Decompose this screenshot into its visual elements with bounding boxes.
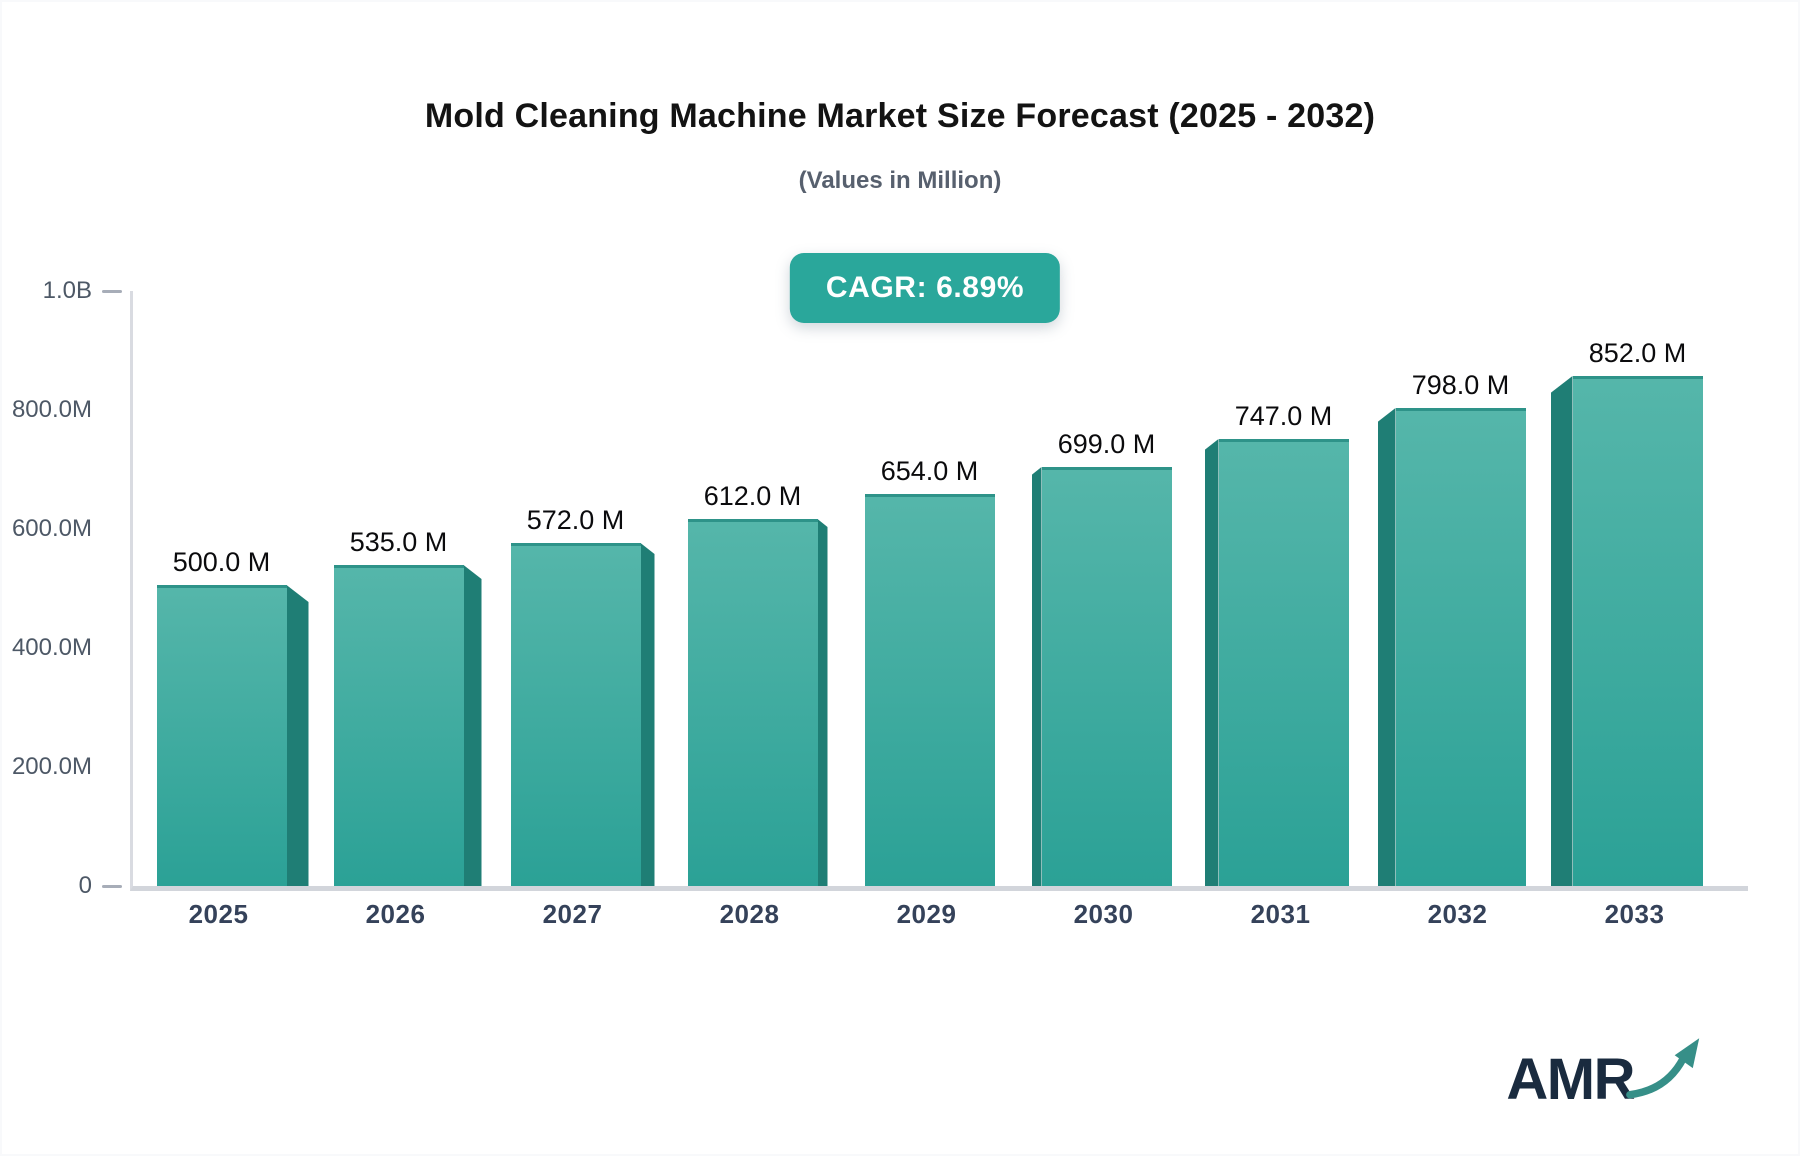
bar-value-label: 852.0 M: [1588, 338, 1687, 368]
x-axis-label: 2028: [719, 899, 780, 929]
bar-slot: 612.0 M: [664, 291, 841, 886]
bar-slot: 500.0 M: [133, 291, 310, 886]
y-axis-label: 200.0M: [11, 753, 92, 780]
y-axis-label: 800.0M: [11, 396, 92, 423]
bar-2031: 747.0 M: [1204, 401, 1349, 886]
amr-logo-text: AMR: [1506, 1046, 1635, 1112]
x-axis-label: 2025: [188, 899, 249, 929]
bar-2033: 852.0 M: [1550, 338, 1703, 886]
bar-slot: 572.0 M: [487, 291, 664, 886]
bar-2027: 572.0 M: [510, 505, 655, 886]
cagr-badge: CAGR: 6.89%: [789, 253, 1061, 323]
chart-subtitle: (Values in Million): [798, 167, 1002, 194]
y-axis-tick: 400.0M: [0, 633, 122, 663]
bar-value-label: 747.0 M: [1234, 401, 1333, 431]
y-axis-label: 1.0B: [42, 277, 92, 304]
bar-value-label: 699.0 M: [1057, 429, 1156, 459]
x-axis-label: 2029: [896, 899, 957, 929]
bar-side-face: [463, 565, 482, 886]
plot-area: 500.0 M 535.0 M 572.0 M 612.0 M 654.0 M 699.0…: [130, 291, 1748, 891]
tick-mark-icon: [102, 884, 122, 888]
y-axis: 1.0B 800.0M 600.0M 400.0M 200.0M 0: [0, 277, 122, 899]
y-axis-tick: 1.0B: [0, 276, 122, 306]
bar-slot: 654.0 M: [841, 291, 1018, 886]
bar-slot: 798.0 M: [1372, 291, 1549, 886]
y-axis-label: 600.0M: [11, 515, 92, 542]
x-axis: 2025 2026 2027 2028 2029 2030 2031 2032 2033: [130, 899, 1723, 930]
bar-2028: 612.0 M: [687, 481, 828, 886]
bar-value-label: 798.0 M: [1411, 370, 1510, 400]
bar-side-face: [817, 519, 828, 886]
bar-side-face: [1031, 467, 1042, 886]
bar-side-face: [1550, 376, 1573, 886]
bar-value-label: 654.0 M: [880, 456, 979, 486]
bar-2032: 798.0 M: [1377, 370, 1526, 886]
bar-side-face: [286, 585, 309, 886]
x-axis-label: 2030: [1073, 899, 1134, 929]
y-axis-label: 400.0M: [11, 634, 92, 661]
y-axis-tick: 600.0M: [0, 514, 122, 544]
y-axis-tick: 0: [0, 871, 122, 901]
tick-mark-icon: [102, 289, 122, 293]
chart-title: Mold Cleaning Machine Market Size Foreca…: [424, 97, 1376, 135]
bar-value-label: 572.0 M: [526, 505, 625, 535]
x-axis-label: 2027: [542, 899, 603, 929]
bar-2029: 654.0 M: [864, 456, 995, 886]
bar-side-face: [1204, 439, 1219, 886]
y-axis-tick: 800.0M: [0, 395, 122, 425]
bar-value-label: 500.0 M: [172, 547, 271, 577]
y-axis-label: 0: [78, 872, 92, 899]
bar-slot: 699.0 M: [1018, 291, 1195, 886]
bar-value-label: 535.0 M: [349, 527, 448, 557]
y-axis-tick: 200.0M: [0, 752, 122, 782]
bars-container: 500.0 M 535.0 M 572.0 M 612.0 M 654.0 M 699.0…: [133, 291, 1726, 886]
x-axis-label: 2026: [365, 899, 426, 929]
bar-2030: 699.0 M: [1031, 429, 1172, 886]
bar-value-label: 612.0 M: [703, 481, 802, 511]
x-axis-label: 2031: [1250, 899, 1311, 929]
bar-slot: 852.0 M: [1549, 291, 1726, 886]
bar-side-face: [1377, 408, 1396, 886]
bar-2025: 500.0 M: [156, 547, 309, 886]
amr-logo: AMR: [1506, 1035, 1702, 1112]
bar-side-face: [640, 543, 655, 886]
bar-2026: 535.0 M: [333, 527, 482, 886]
bar-slot: 747.0 M: [1195, 291, 1372, 886]
bar-slot: 535.0 M: [310, 291, 487, 886]
x-axis-label: 2032: [1427, 899, 1488, 929]
x-axis-label: 2033: [1604, 899, 1665, 929]
growth-arrow-icon: [1626, 1035, 1702, 1104]
